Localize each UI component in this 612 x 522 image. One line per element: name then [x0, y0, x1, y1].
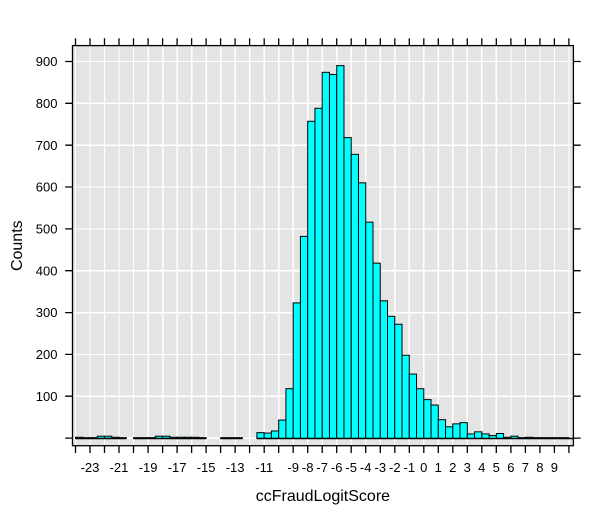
svg-text:-8: -8: [302, 460, 314, 475]
svg-text:1: 1: [435, 460, 442, 475]
svg-text:800: 800: [36, 96, 58, 111]
svg-text:Counts: Counts: [9, 220, 26, 271]
svg-text:200: 200: [36, 347, 58, 362]
svg-text:-15: -15: [197, 460, 216, 475]
svg-text:300: 300: [36, 305, 58, 320]
svg-text:-9: -9: [287, 460, 299, 475]
svg-text:-4: -4: [360, 460, 372, 475]
svg-text:0: 0: [420, 460, 427, 475]
svg-text:900: 900: [36, 54, 58, 69]
svg-text:-11: -11: [255, 460, 273, 475]
svg-text:6: 6: [507, 460, 514, 475]
svg-text:-1: -1: [404, 460, 416, 475]
svg-text:-7: -7: [316, 460, 328, 475]
svg-text:600: 600: [36, 180, 58, 195]
svg-text:9: 9: [551, 460, 558, 475]
svg-text:8: 8: [536, 460, 543, 475]
svg-text:-19: -19: [139, 460, 158, 475]
svg-text:ccFraudLogitScore: ccFraudLogitScore: [256, 488, 390, 505]
svg-text:5: 5: [493, 460, 500, 475]
svg-text:400: 400: [36, 263, 58, 278]
svg-text:-6: -6: [331, 460, 343, 475]
svg-text:-13: -13: [226, 460, 245, 475]
svg-text:3: 3: [464, 460, 471, 475]
svg-text:700: 700: [36, 138, 58, 153]
svg-text:500: 500: [36, 222, 58, 237]
svg-text:100: 100: [36, 389, 58, 404]
svg-text:-2: -2: [389, 460, 401, 475]
svg-text:-17: -17: [168, 460, 187, 475]
svg-text:-5: -5: [345, 460, 357, 475]
svg-text:7: 7: [522, 460, 529, 475]
svg-text:4: 4: [478, 460, 485, 475]
svg-text:2: 2: [449, 460, 456, 475]
svg-text:-21: -21: [110, 460, 129, 475]
svg-text:-3: -3: [375, 460, 387, 475]
svg-text:-23: -23: [81, 460, 100, 475]
